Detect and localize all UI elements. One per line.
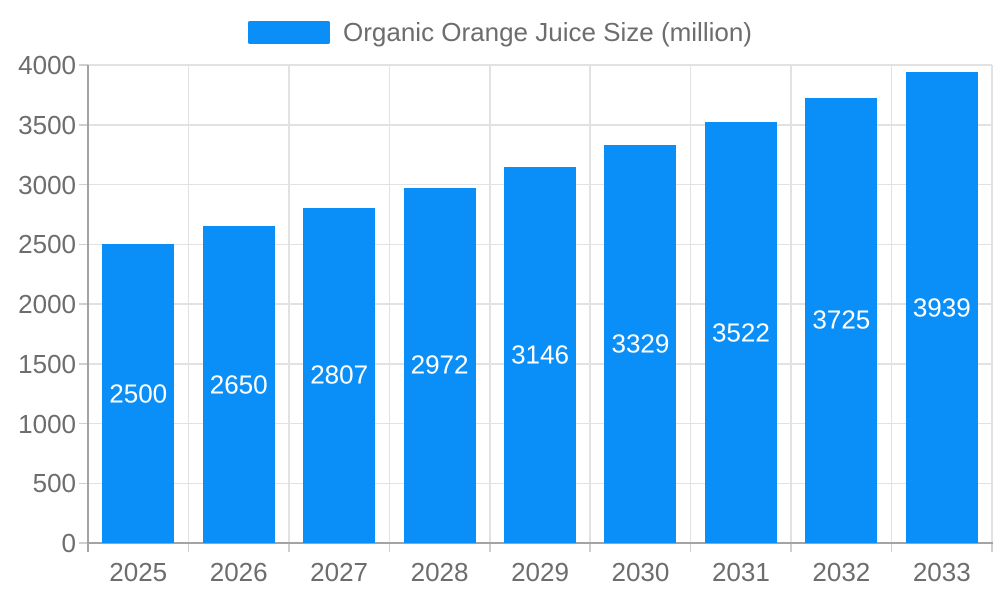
- y-grid-line: [88, 64, 992, 66]
- x-axis-tick: [689, 543, 692, 552]
- bar-value-label: 3939: [912, 292, 971, 323]
- bar: 3329: [604, 145, 677, 543]
- y-tick-label: 1000: [18, 408, 76, 439]
- bar-value-label: 2972: [410, 349, 469, 380]
- y-tick-label: 0: [61, 528, 76, 558]
- legend-item[interactable]: Organic Orange Juice Size (million): [248, 18, 752, 46]
- x-tick-label: 2031: [711, 557, 770, 587]
- legend-label: Organic Orange Juice Size (million): [343, 17, 752, 47]
- x-tick-label: 2028: [410, 557, 469, 587]
- bar-value-label: 3146: [511, 339, 569, 370]
- y-tick-label: 3000: [18, 169, 76, 200]
- y-axis-tick: [79, 303, 88, 305]
- x-grid-line: [890, 65, 893, 543]
- bar-value-label: 3329: [611, 328, 670, 359]
- y-axis-tick: [79, 124, 88, 126]
- legend: Organic Orange Juice Size (million): [0, 18, 1000, 46]
- bar-value-label: 2500: [109, 378, 168, 409]
- bar: 3522: [704, 122, 777, 543]
- x-grid-line: [689, 65, 692, 543]
- x-grid-line: [790, 65, 792, 543]
- x-grid-line: [991, 65, 993, 543]
- x-axis-tick: [589, 543, 591, 552]
- axis-labels-layer: 0 500 1000 1500 2000 2500 3000 3500 4000 2025 2026…: [18, 50, 992, 587]
- bar: 2972: [403, 187, 476, 543]
- x-tick-label: 2027: [310, 557, 369, 587]
- y-tick-label: 3500: [18, 109, 76, 140]
- bar: 2500: [102, 244, 175, 543]
- x-axis-tick: [489, 543, 491, 552]
- y-tick-label: 2000: [18, 289, 76, 319]
- y-tick-label: 500: [32, 468, 76, 499]
- y-axis-tick: [79, 542, 88, 544]
- y-axis-tick: [79, 243, 88, 245]
- bars-layer: 2500 2650 2807 2972 3146 3329 3522 3725 3939: [88, 65, 992, 543]
- x-tick-label: 2030: [611, 557, 670, 587]
- x-axis-tick: [288, 543, 290, 552]
- y-tick-label: 2500: [18, 229, 76, 260]
- bar-value-label: 3522: [711, 317, 770, 348]
- x-tick-label: 2029: [511, 557, 569, 587]
- x-tick-label: 2033: [912, 557, 971, 587]
- x-grid-line: [288, 65, 290, 543]
- bar-value-label: 3725: [812, 304, 871, 335]
- y-axis-tick: [79, 183, 88, 186]
- x-axis-line: [87, 542, 993, 544]
- bar: 3939: [905, 72, 978, 543]
- x-tick-label: 2032: [812, 557, 871, 587]
- x-axis-tick: [890, 543, 893, 552]
- y-axis-tick: [79, 363, 88, 365]
- x-grid-line: [489, 65, 491, 543]
- x-axis-tick: [388, 543, 391, 552]
- bar: 2650: [202, 226, 275, 543]
- y-axis-line: [87, 65, 89, 552]
- bar-value-label: 2807: [310, 359, 369, 390]
- y-axis-tick: [79, 64, 88, 66]
- x-axis-tick: [187, 543, 190, 552]
- y-axis-tick: [79, 482, 88, 484]
- bar-value-label: 2650: [209, 369, 268, 400]
- bar: 2807: [303, 207, 376, 543]
- x-grid-line: [388, 65, 391, 543]
- x-axis-tick: [790, 543, 792, 552]
- y-tick-label: 4000: [18, 50, 76, 80]
- legend-swatch-icon: [248, 20, 331, 44]
- bar: 3725: [805, 97, 878, 543]
- bar: 3146: [504, 167, 576, 543]
- x-tick-label: 2025: [109, 557, 168, 587]
- y-grid-line: [88, 124, 992, 126]
- y-tick-label: 1500: [18, 348, 76, 379]
- x-axis-tick: [991, 543, 993, 552]
- x-grid-line: [589, 65, 591, 543]
- x-grid-line: [187, 65, 190, 543]
- x-tick-label: 2026: [209, 557, 268, 587]
- plot-area: 2500 2650 2807 2972 3146 3329 3522 3725 3939 0 50…: [18, 50, 993, 587]
- y-axis-tick: [79, 422, 88, 425]
- axes-layer: [79, 64, 993, 552]
